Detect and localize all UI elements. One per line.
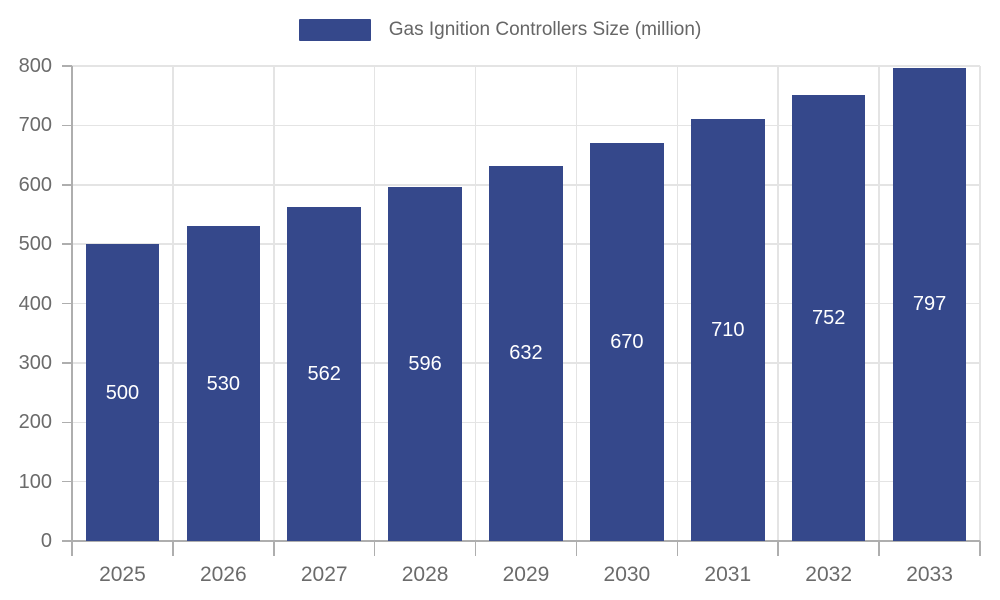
bar-2032 [791, 94, 866, 541]
bar-2026 [186, 226, 261, 541]
v-gridline [676, 66, 679, 541]
x-axis-tick [373, 541, 376, 556]
y-axis-tick [62, 184, 72, 186]
bar-2029 [489, 165, 563, 541]
bar-2030 [590, 143, 664, 541]
y-axis-tick [62, 421, 72, 423]
y-tick-label: 100 [18, 470, 52, 493]
y-tick-label: 700 [18, 114, 52, 137]
bar-value-label: 530 [206, 372, 240, 395]
y-axis-tick [62, 362, 72, 364]
y-tick-label: 600 [18, 173, 52, 196]
x-tick-label: 2033 [906, 563, 953, 586]
x-tick-label: 2026 [199, 563, 247, 586]
y-axis-tick [62, 302, 72, 305]
x-axis-tick [575, 541, 578, 556]
x-axis-line [72, 540, 980, 542]
v-gridline [373, 66, 376, 541]
bar-value-label: 500 [105, 381, 140, 404]
v-gridline [474, 66, 477, 541]
y-tick-label: 800 [18, 55, 52, 77]
y-axis-tick [62, 243, 72, 245]
bar-value-label: 562 [307, 363, 341, 386]
legend[interactable]: Gas Ignition Controllers Size (million) [0, 19, 1000, 41]
y-axis-line [71, 66, 73, 541]
v-gridline [878, 66, 880, 541]
x-tick-label: 2029 [502, 563, 550, 586]
bar-value-label: 710 [711, 319, 745, 342]
bar-value-label: 752 [811, 306, 846, 329]
v-gridline [575, 66, 578, 541]
x-axis-tick [979, 541, 981, 556]
x-axis-tick [172, 541, 174, 556]
legend-swatch-icon [298, 19, 371, 41]
y-tick-label: 300 [18, 351, 52, 374]
y-tick-label: 0 [40, 530, 52, 552]
x-tick-label: 2025 [99, 563, 146, 586]
v-gridline [172, 66, 174, 541]
x-axis-tick [71, 541, 73, 556]
legend-label: Gas Ignition Controllers Size (million) [388, 19, 702, 40]
bar-value-label: 797 [912, 293, 947, 316]
v-gridline [273, 66, 275, 541]
y-axis-tick [62, 65, 72, 67]
bar-2025 [85, 244, 160, 541]
x-axis-tick [878, 541, 880, 556]
x-axis-tick [676, 541, 679, 556]
bar-2033 [892, 67, 967, 541]
x-tick-label: 2032 [805, 563, 853, 586]
bar-value-label: 632 [509, 342, 543, 365]
y-tick-label: 500 [18, 233, 52, 256]
y-tick-label: 200 [18, 411, 52, 434]
x-tick-label: 2031 [704, 563, 752, 586]
y-tick-label: 400 [18, 292, 52, 315]
bar-2031 [690, 119, 765, 541]
bar-value-label: 670 [610, 331, 644, 354]
y-axis-tick [62, 540, 72, 542]
x-tick-label: 2027 [300, 563, 348, 586]
x-axis-tick [273, 541, 275, 556]
y-axis-tick [62, 124, 72, 127]
x-axis-tick [777, 541, 779, 556]
h-gridline [72, 124, 980, 127]
x-tick-label: 2030 [603, 563, 651, 586]
v-gridline [979, 66, 981, 541]
bar-value-label: 596 [408, 353, 442, 376]
bar-2027 [287, 207, 362, 541]
x-axis-tick [474, 541, 477, 556]
v-gridline [777, 66, 779, 541]
bar-2028 [388, 187, 462, 541]
h-gridline [72, 65, 980, 67]
x-tick-label: 2028 [401, 563, 449, 586]
y-axis-tick [62, 480, 72, 483]
